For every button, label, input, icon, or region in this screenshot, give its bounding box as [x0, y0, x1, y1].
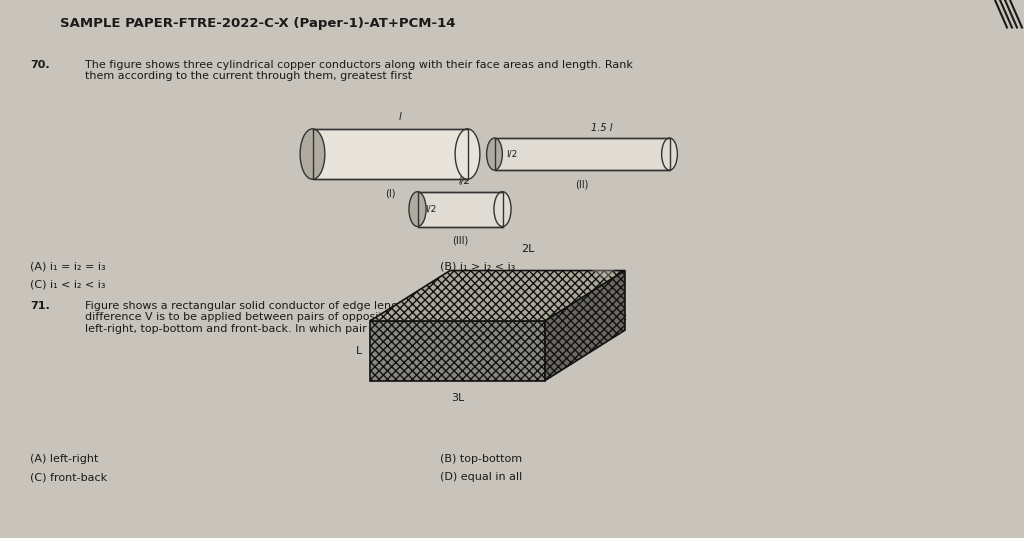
- Text: l/2: l/2: [426, 204, 437, 214]
- Text: l: l: [398, 111, 401, 122]
- Text: (III): (III): [452, 236, 468, 246]
- Bar: [418, 192, 503, 226]
- Ellipse shape: [494, 192, 511, 226]
- Text: 2L: 2L: [521, 244, 535, 254]
- Text: (C) front-back: (C) front-back: [30, 472, 108, 482]
- Text: (A) i₁ = i₂ = i₃: (A) i₁ = i₂ = i₃: [30, 261, 105, 271]
- Bar: [418, 192, 503, 226]
- Text: l/2: l/2: [459, 176, 471, 186]
- Text: L: L: [355, 346, 362, 356]
- Polygon shape: [545, 271, 625, 380]
- Ellipse shape: [486, 138, 503, 170]
- Ellipse shape: [662, 138, 677, 170]
- Text: (D) equal in all: (D) equal in all: [440, 472, 522, 482]
- Polygon shape: [370, 321, 545, 380]
- Text: 71.: 71.: [30, 301, 50, 311]
- Text: Figure shows a rectangular solid conductor of edge lengths L, 2L, and 3L. A cert: Figure shows a rectangular solid conduct…: [85, 301, 628, 334]
- Text: SAMPLE PAPER-FTRE-2022-C-X (Paper-1)-AT+PCM-14: SAMPLE PAPER-FTRE-2022-C-X (Paper-1)-AT+…: [60, 17, 456, 30]
- Bar: [312, 129, 468, 179]
- Text: (II): (II): [575, 179, 589, 189]
- Bar: [495, 138, 670, 170]
- Text: (I): (I): [385, 188, 395, 199]
- Ellipse shape: [409, 192, 426, 226]
- Text: (B) i₁ > i₂ < i₃: (B) i₁ > i₂ < i₃: [440, 261, 515, 271]
- Polygon shape: [370, 271, 625, 321]
- Ellipse shape: [455, 129, 480, 179]
- Bar: [312, 129, 468, 179]
- Text: PAPER: PAPER: [565, 199, 954, 516]
- Text: (D) (i₁ = i₃) < i₂: (D) (i₁ = i₃) < i₂: [440, 280, 525, 289]
- Text: (C) i₁ < i₂ < i₃: (C) i₁ < i₂ < i₃: [30, 280, 105, 289]
- Text: 1.5 l: 1.5 l: [591, 123, 612, 132]
- Text: (B) top-bottom: (B) top-bottom: [440, 454, 522, 464]
- Ellipse shape: [300, 129, 325, 179]
- Text: (A) left-right: (A) left-right: [30, 454, 98, 464]
- Text: 3L: 3L: [451, 393, 464, 404]
- Bar: [495, 138, 670, 170]
- Text: l/2: l/2: [507, 150, 518, 159]
- Text: 70.: 70.: [30, 60, 49, 69]
- Text: The figure shows three cylindrical copper conductors along with their face areas: The figure shows three cylindrical coppe…: [85, 60, 633, 81]
